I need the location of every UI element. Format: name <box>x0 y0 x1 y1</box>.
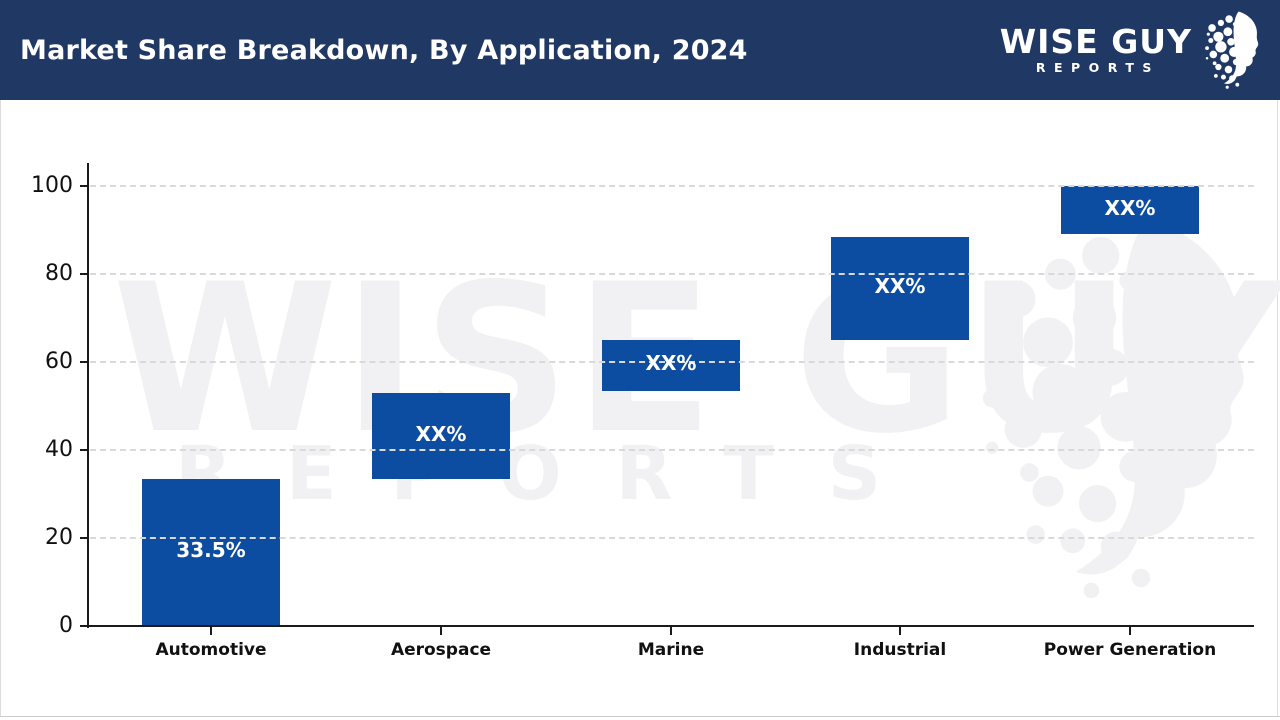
y-tick-40 <box>80 449 88 451</box>
y-tick-label-60: 60 <box>45 349 73 374</box>
bar-industrial <box>831 236 969 340</box>
logo-wordmark: WISE GUY <box>999 22 1192 62</box>
x-category-label: Industrial <box>853 640 947 660</box>
gridline-60 <box>90 361 1254 363</box>
x-category-label: Aerospace <box>390 640 492 660</box>
x-tick-4 <box>1129 627 1131 635</box>
bar-aerospace <box>372 392 510 479</box>
y-tick-20 <box>80 537 88 539</box>
logo-subtitle: REPORTS <box>1035 60 1160 76</box>
bar-automotive <box>142 478 280 626</box>
bar-marine <box>602 340 740 391</box>
bottom-rule <box>0 716 1280 717</box>
x-tick-1 <box>440 627 442 635</box>
gridline-80 <box>90 273 1254 275</box>
gridline-20 <box>90 537 1254 539</box>
y-tick-label-80: 80 <box>45 261 73 286</box>
bar-value-label: XX% <box>1104 196 1156 221</box>
bar-value-label: XX% <box>645 351 697 376</box>
y-tick-label-20: 20 <box>45 525 73 550</box>
y-tick-60 <box>80 361 88 363</box>
x-axis-line <box>87 625 1254 627</box>
gridline-40 <box>90 449 1254 451</box>
x-category-label: Power Generation <box>1043 640 1217 660</box>
y-tick-0 <box>80 625 88 627</box>
y-tick-80 <box>80 273 88 275</box>
bar-value-label: XX% <box>415 421 467 446</box>
x-tick-0 <box>210 627 212 635</box>
wise-guy-reports-logo: WISE GUY REPORTS <box>1000 9 1264 91</box>
bar-value-label: 33.5% <box>176 538 246 563</box>
y-tick-label-100: 100 <box>31 173 73 198</box>
y-tick-label-0: 0 <box>59 613 73 638</box>
x-category-label: Automotive <box>155 640 267 660</box>
chart-title: Market Share Breakdown, By Application, … <box>20 34 748 66</box>
header-band: Market Share Breakdown, By Application, … <box>0 0 1280 100</box>
x-tick-3 <box>899 627 901 635</box>
y-axis-line <box>87 163 89 628</box>
gridline-100 <box>90 185 1254 187</box>
x-category-label: Marine <box>637 640 705 660</box>
y-tick-100 <box>80 185 88 187</box>
y-tick-label-40: 40 <box>45 437 73 462</box>
logo-text: WISE GUY REPORTS <box>1000 25 1192 75</box>
x-tick-2 <box>670 627 672 635</box>
bar-value-label: XX% <box>874 274 926 299</box>
